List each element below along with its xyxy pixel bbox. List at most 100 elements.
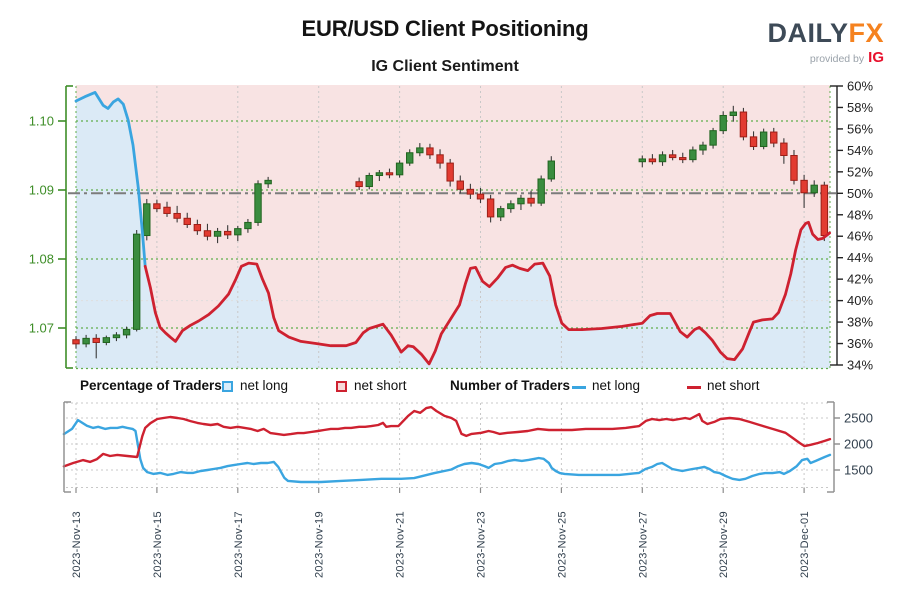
traders-chart: 2500 2000 1500 <box>62 401 873 493</box>
candle <box>173 205 181 223</box>
net-short-majority-line <box>143 220 831 366</box>
upper-gridlines <box>68 86 836 370</box>
candle <box>122 326 131 339</box>
price-tick-label: 1.09 <box>29 183 54 198</box>
candle <box>466 183 475 199</box>
candle <box>810 180 818 197</box>
percent-tick-label: 42% <box>847 272 873 287</box>
candle <box>749 131 758 150</box>
dailyfx-wordmark: DAILYFX <box>767 20 884 47</box>
traders-net-long-line <box>62 418 832 484</box>
net-short-line-icon <box>687 386 701 389</box>
candle <box>729 105 738 122</box>
legend-percentage-title: Percentage of Traders <box>80 378 222 393</box>
price-axis: 1.10 1.09 1.08 1.07 <box>29 85 73 369</box>
candle <box>689 146 697 163</box>
percent-tick-label: 40% <box>847 293 873 308</box>
candle <box>759 128 768 150</box>
candle <box>679 152 687 164</box>
candle <box>699 141 707 155</box>
candle <box>648 154 657 165</box>
candle <box>527 190 535 207</box>
traders-tick-label: 1500 <box>844 463 873 478</box>
candle <box>537 175 545 206</box>
date-label: 2023-Nov-23 <box>476 511 488 578</box>
net-long-swatch-icon <box>222 381 233 392</box>
candle <box>254 180 262 226</box>
percent-tick-label: 38% <box>847 315 873 330</box>
net-short-fill <box>76 85 830 364</box>
candle <box>790 149 798 185</box>
date-label: 2023-Nov-27 <box>637 511 649 578</box>
candle <box>203 223 212 241</box>
net-long-line-icon <box>572 386 586 389</box>
candle <box>132 230 141 332</box>
percent-tick-label: 60% <box>847 79 873 94</box>
candle <box>547 156 555 182</box>
percent-tick-label: 54% <box>847 143 873 158</box>
candle <box>82 334 90 348</box>
candle <box>719 111 727 135</box>
page-title: EUR/USD Client Positioning <box>301 16 589 41</box>
percent-tick-label: 34% <box>847 358 873 373</box>
candle <box>456 175 464 194</box>
price-tick-label: 1.07 <box>29 321 54 336</box>
candle <box>193 219 202 235</box>
candle <box>770 127 778 148</box>
candle <box>416 143 424 157</box>
candle <box>72 336 80 349</box>
legend-pct-net-long: net long <box>240 378 289 393</box>
logo-accent-text: FX <box>848 18 884 48</box>
sentiment-fill-areas <box>76 85 830 369</box>
traders-tick-label: 2000 <box>844 437 873 452</box>
candle <box>223 225 232 239</box>
percent-axis: 60% 58% 56% 54% 52% 50% 48% 46% 44% 42% 40% 38% 36% 3… <box>830 79 873 373</box>
percent-tick-label: 52% <box>847 164 873 179</box>
legend-num-net-short: net short <box>707 378 760 393</box>
percent-tick-label: 58% <box>847 100 873 115</box>
candle <box>143 198 151 241</box>
traders-tick-label: 2500 <box>844 411 873 426</box>
candle <box>375 169 384 182</box>
candle <box>800 174 808 208</box>
percent-tick-label: 36% <box>847 336 873 351</box>
date-label: 2023-Nov-15 <box>152 511 164 578</box>
date-label: 2023-Nov-13 <box>71 511 83 578</box>
candle <box>486 194 495 223</box>
candle <box>658 151 667 166</box>
candle <box>213 227 222 244</box>
date-label: 2023-Nov-21 <box>395 511 407 578</box>
candle <box>739 107 748 141</box>
candle <box>446 158 454 187</box>
candle <box>92 334 100 359</box>
percent-tick-label: 46% <box>847 229 873 244</box>
price-tick-label: 1.10 <box>29 114 54 129</box>
percent-tick-label: 56% <box>847 121 873 136</box>
price-tick-label: 1.08 <box>29 252 54 267</box>
legend-num-net-long: net long <box>592 378 641 393</box>
candle <box>820 181 829 242</box>
percent-tick-label: 44% <box>847 250 873 265</box>
candle <box>638 155 646 168</box>
candle <box>153 199 161 213</box>
candle <box>507 200 515 213</box>
candle <box>406 149 414 166</box>
net-long-majority-line <box>74 91 147 268</box>
percent-tick-label: 50% <box>847 186 873 201</box>
dailyfx-logo: DAILYFX provided by IG <box>767 20 884 66</box>
candle <box>183 212 191 228</box>
date-label: 2023-Nov-29 <box>718 511 730 578</box>
candle <box>668 149 677 161</box>
percent-tick-label: 48% <box>847 207 873 222</box>
legend-number-title: Number of Traders <box>450 378 571 393</box>
date-label: 2023-Nov-19 <box>314 511 326 578</box>
candle <box>517 194 525 211</box>
logo-brand-text: DAILY <box>767 18 849 48</box>
candle <box>476 187 485 204</box>
candle <box>395 160 404 178</box>
candle <box>780 138 788 164</box>
ig-logo: IG <box>868 49 884 66</box>
net-long-fill <box>76 92 830 369</box>
